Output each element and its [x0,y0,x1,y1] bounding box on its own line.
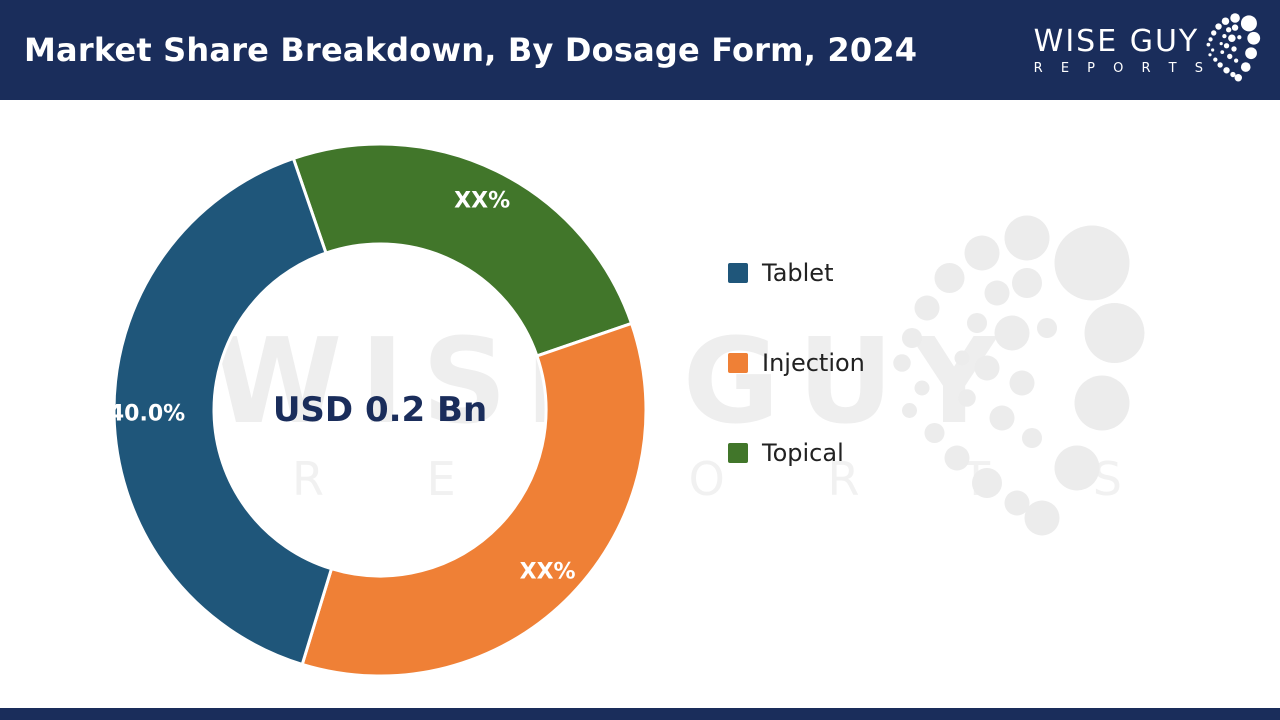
page-title: Market Share Breakdown, By Dosage Form, … [24,31,918,69]
header: Market Share Breakdown, By Dosage Form, … [0,0,1280,100]
donut-slice-topical [291,142,634,358]
legend-label: Topical [762,439,844,467]
watermark-head-graphic [893,215,1145,536]
logo-subtitle: R E P O R T S [1033,60,1210,76]
slice-label-injection: XX% [519,559,576,585]
logo-wordmark: WISE GUY [1033,23,1200,59]
legend-swatch [728,263,748,283]
donut-chart: XX% XX% 40.0% USD 0.2 Bn [108,140,650,680]
slice-label-tablet: 40.0% [108,401,186,427]
donut-slice-tablet [112,156,333,666]
donut-chart-svg [112,142,648,678]
legend-swatch [728,443,748,463]
legend-item-topical: Topical [728,438,865,468]
legend: Tablet Injection Topical [728,258,865,528]
legend-item-tablet: Tablet [728,258,865,288]
donut-slice-injection [300,321,648,678]
wiseguy-head-icon [1206,13,1261,82]
legend-swatch [728,353,748,373]
legend-label: Injection [762,349,865,377]
legend-label: Tablet [762,259,834,287]
donut-center-label: USD 0.2 Bn [272,390,488,430]
wiseguy-logo: WISE GUY R E P O R T S [1034,12,1266,88]
wiseguy-logo-text: WISE GUY R E P O R T S [1034,25,1210,76]
slice-label-topical: XX% [454,188,511,214]
chart-area: WISE GUY R E P O R T S XX% XX% 40.0% USD 0… [0,100,1280,708]
legend-item-injection: Injection [728,348,865,378]
footer-bar [0,708,1280,720]
